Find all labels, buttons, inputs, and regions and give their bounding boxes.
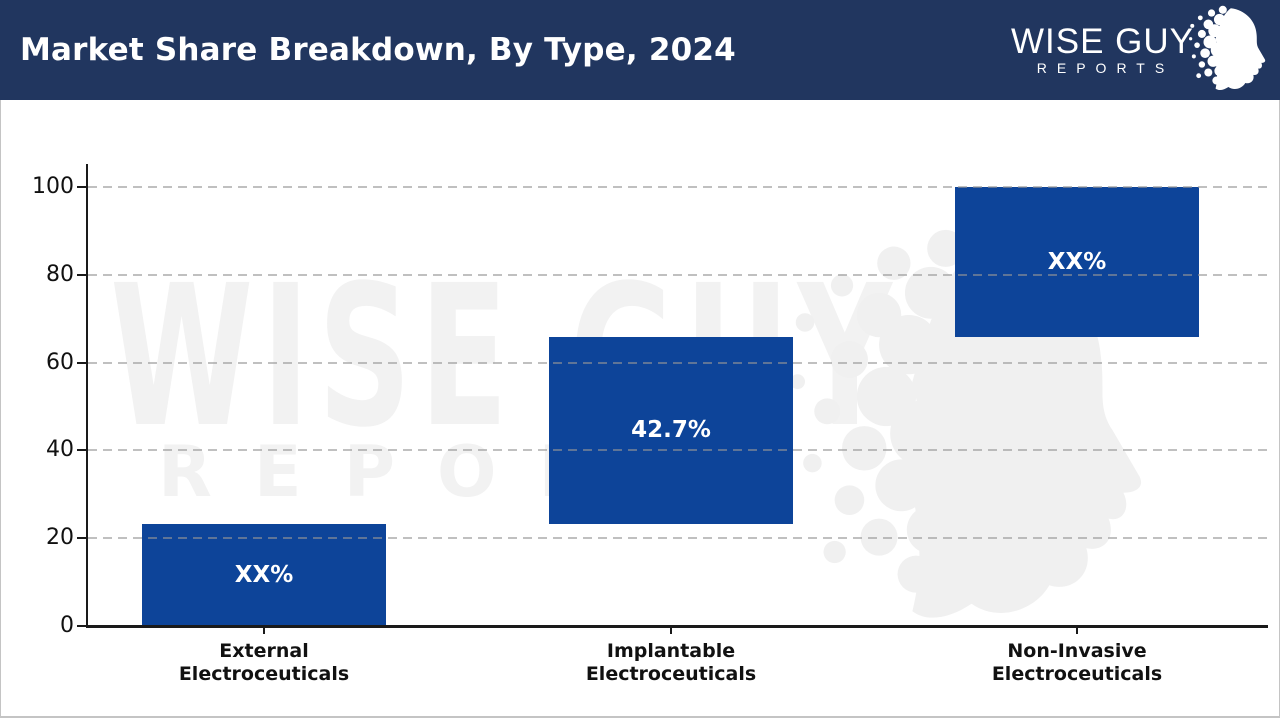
y-tick-label-80: 80 <box>46 261 74 287</box>
logo-subtitle: REPORTS <box>1036 60 1175 77</box>
x-axis-line <box>86 625 1268 628</box>
x-tick-mark-1 <box>670 628 672 634</box>
gridline-40 <box>88 449 1268 452</box>
x-tick-mark-2 <box>1076 628 1078 634</box>
y-tick-mark-60 <box>77 361 86 364</box>
wiseguy-logo: WISE GUY REPORTS <box>1011 4 1268 96</box>
y-tick-label-100: 100 <box>32 174 74 199</box>
gridline-20 <box>88 537 1268 540</box>
y-tick-label-20: 20 <box>46 525 74 551</box>
gridline-80 <box>88 273 1268 276</box>
page-title: Market Share Breakdown, By Type, 2024 <box>20 32 736 68</box>
gridline-100 <box>88 186 1268 188</box>
bottom-border <box>0 716 1280 718</box>
logo-wordmark: WISE GUY <box>1010 21 1194 61</box>
header-bar: Market Share Breakdown, By Type, 2024 WI… <box>0 0 1280 100</box>
bar-value-label: 42.7% <box>631 417 711 444</box>
x-tick-mark-0 <box>263 628 265 634</box>
category-label-non-invasive-electroceuticals: Non-Invasive Electroceuticals <box>991 640 1163 685</box>
gridline-60 <box>88 361 1268 364</box>
y-tick-mark-40 <box>77 449 86 452</box>
category-label-implantable-electroceuticals: Implantable Electroceuticals <box>585 640 757 685</box>
y-axis-line <box>86 164 88 628</box>
logo-head-icon <box>1189 5 1266 90</box>
category-label-external-electroceuticals: External Electroceuticals <box>178 640 350 685</box>
y-tick-mark-0 <box>77 625 86 627</box>
left-border <box>0 100 1 717</box>
bar-implantable-electroceuticals: 42.7% <box>549 336 793 525</box>
bar-external-electroceuticals: XX% <box>142 524 386 626</box>
bar-value-label: XX% <box>234 562 294 589</box>
y-tick-mark-100 <box>77 186 86 188</box>
y-tick-label-0: 0 <box>60 613 74 638</box>
y-tick-mark-80 <box>77 273 86 276</box>
bar-non-invasive-electroceuticals: XX% <box>955 187 1199 337</box>
bar-value-label: XX% <box>1047 248 1107 275</box>
y-tick-mark-20 <box>77 537 86 540</box>
logo-text: WISE GUY REPORTS <box>1010 21 1194 77</box>
y-tick-label-60: 60 <box>46 349 74 375</box>
y-tick-label-40: 40 <box>46 437 74 463</box>
